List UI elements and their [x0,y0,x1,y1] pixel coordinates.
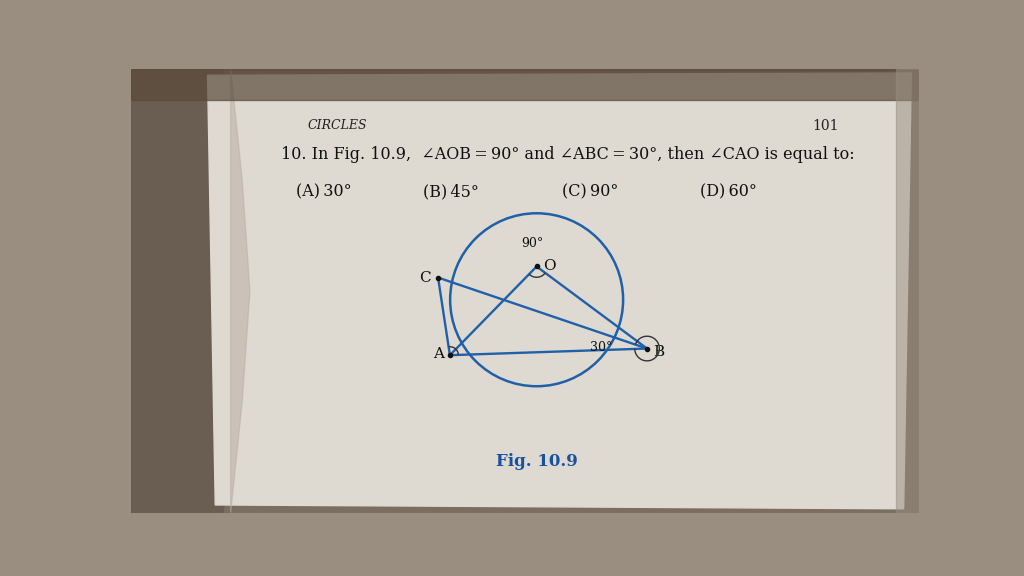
Text: 10. In Fig. 10.9,  ∠AOB = 90° and ∠ABC = 30°, then ∠CAO is equal to:: 10. In Fig. 10.9, ∠AOB = 90° and ∠ABC = … [281,146,854,163]
Bar [896,69,920,513]
Text: B: B [653,344,665,359]
Bar [131,69,920,100]
Text: C: C [419,271,430,285]
Text: (A) 30°: (A) 30° [296,183,351,200]
Text: (C) 90°: (C) 90° [562,183,618,200]
Text: O: O [543,259,555,272]
Text: 101: 101 [812,119,839,133]
Text: (D) 60°: (D) 60° [700,183,757,200]
Polygon shape [131,69,254,513]
Text: 30°: 30° [590,341,612,354]
Polygon shape [208,73,911,509]
Text: (B) 45°: (B) 45° [423,183,479,200]
Text: CIRCLES: CIRCLES [307,119,368,132]
Polygon shape [230,69,250,513]
Text: Fig. 10.9: Fig. 10.9 [496,453,578,470]
Text: A: A [433,347,443,362]
Text: 90°: 90° [521,237,544,250]
